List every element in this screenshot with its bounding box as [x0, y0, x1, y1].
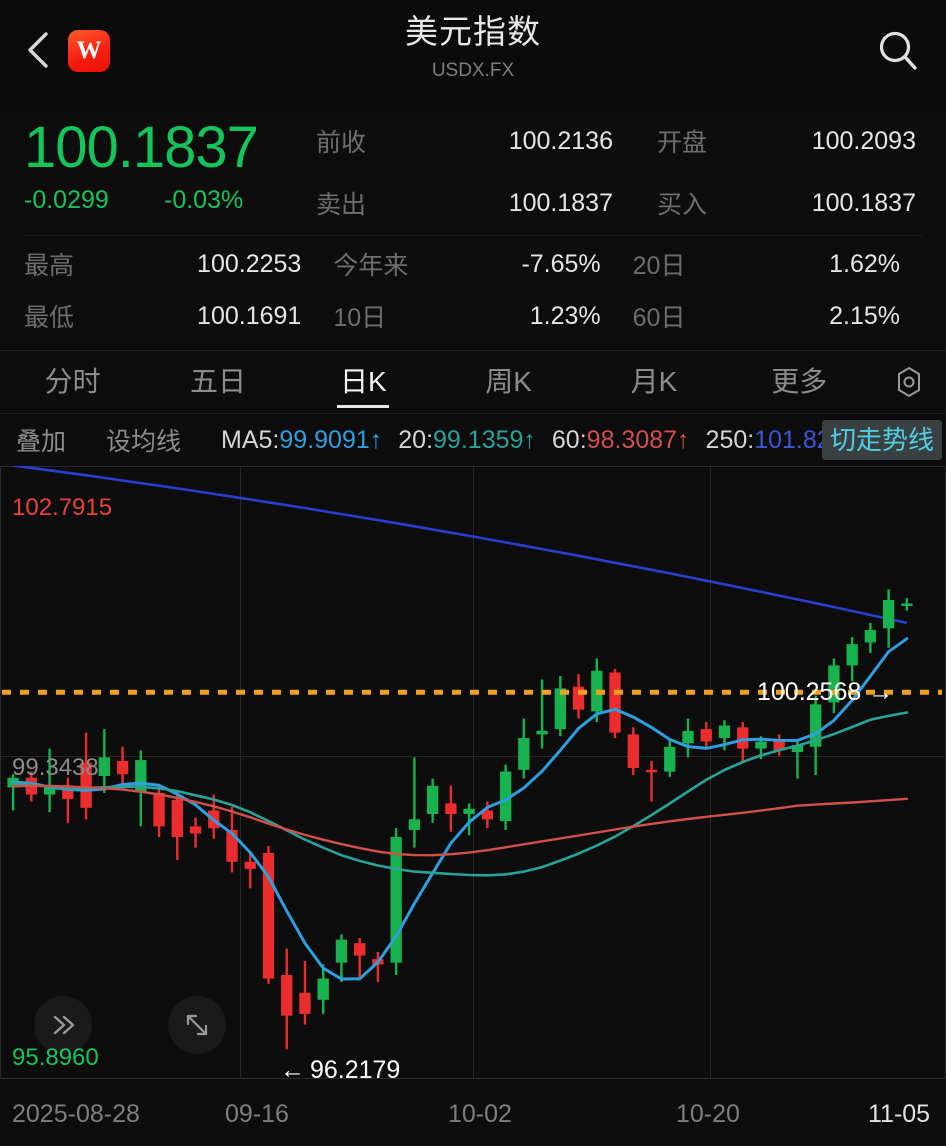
field-value: 100.2136 [508, 126, 613, 155]
min-price-value: 96.2179 [309, 1056, 401, 1084]
field-label: 卖出 [316, 191, 367, 219]
stat-ytd: 今年来 -7.65% [323, 238, 622, 290]
ma20-key: 20: [398, 425, 434, 454]
ma60-arrow: ↑ [677, 425, 690, 454]
y-axis-high-label: 102.7915 [12, 494, 113, 521]
x-tick-0: 2025-08-28 [12, 1100, 140, 1128]
tab-minute[interactable]: 分时 [44, 366, 101, 397]
field-value: 100.2093 [811, 126, 916, 155]
stat-10d: 10日 1.23% [323, 290, 622, 342]
quote-key-values: 前收 100.2136 开盘 100.2093 卖出 100.1837 买入 1… [316, 110, 922, 234]
ma5-indicator: MA5:99.9091↑ [221, 426, 382, 455]
stat-20d: 20日 1.62% [623, 238, 922, 290]
ma20-arrow: ↑ [523, 425, 536, 454]
price-change-row: -0.0299 -0.03% [24, 186, 316, 215]
app-header: W 美元指数 USDX.FX [0, 0, 946, 110]
stat-high: 最高 100.2253 [24, 238, 323, 290]
stat-label: 10日 [333, 304, 387, 332]
current-price-value: 100.2568 [757, 678, 862, 706]
chart-period-tabs: 分时 五日 日K 周K 月K 更多 [0, 350, 946, 414]
price-change-pct: -0.03% [164, 186, 244, 214]
y-axis-low-label: 95.8960 [12, 1044, 99, 1071]
title-block: 美元指数 USDX.FX [0, 10, 946, 86]
gear-icon[interactable] [872, 365, 946, 399]
ma20-indicator: 20:99.1359↑ [398, 426, 536, 455]
stat-label: 60日 [632, 304, 686, 332]
set-ma-button[interactable]: 设均线 [106, 428, 182, 456]
stat-60d: 60日 2.15% [623, 290, 922, 342]
stat-label: 最高 [24, 252, 75, 280]
ma5-arrow: ↑ [369, 425, 383, 454]
chart-canvas[interactable] [0, 466, 946, 1086]
quote-field-sell: 卖出 100.1837 [316, 172, 619, 234]
x-tick-1: 09-16 [225, 1100, 289, 1128]
tab-weekly-k[interactable]: 周K [485, 366, 532, 397]
page-title: 美元指数 [405, 13, 541, 50]
quote-stat-rows: 最高 100.2253 今年来 -7.65% 20日 1.62% 最低 100.… [24, 235, 922, 342]
ma5-key: MA5: [221, 425, 280, 454]
switch-to-trendline-button[interactable]: 切走势线 [821, 420, 942, 460]
current-price-arrow-icon: → [868, 678, 893, 706]
field-label: 前收 [316, 129, 367, 157]
quote-top: 100.1837 -0.0299 -0.03% 前收 100.2136 开盘 1… [24, 110, 922, 235]
tab-five-day[interactable]: 五日 [189, 366, 246, 397]
last-price: 100.1837 [24, 115, 259, 180]
stat-value: 100.2253 [197, 249, 302, 278]
field-label: 开盘 [657, 129, 708, 157]
y-axis-mid-label: 99.3438 [12, 754, 99, 781]
x-axis: 2025-08-28 09-16 10-02 10-20 11-05 [0, 1096, 946, 1146]
price-column: 100.1837 -0.0299 -0.03% [24, 110, 316, 215]
stat-value: 1.62% [829, 249, 900, 278]
quote-stat-row: 最低 100.1691 10日 1.23% 60日 2.15% [24, 290, 922, 342]
tab-more[interactable]: 更多 [771, 366, 828, 397]
stat-value: 100.1691 [197, 301, 302, 330]
ma60-indicator: 60:98.3087↑ [552, 426, 690, 455]
x-tick-2: 10-02 [448, 1100, 512, 1128]
quote-panel: 100.1837 -0.0299 -0.03% 前收 100.2136 开盘 1… [0, 110, 946, 350]
ma5-value: 99.9091 [279, 425, 370, 454]
stat-value: 1.23% [529, 301, 601, 330]
field-label: 买入 [657, 191, 708, 219]
stat-label: 20日 [632, 252, 686, 280]
search-icon[interactable] [876, 28, 920, 74]
fast-forward-button[interactable] [34, 996, 92, 1054]
field-value: 100.1837 [508, 188, 613, 217]
stat-label: 今年来 [333, 252, 409, 280]
quote-field-open: 开盘 100.2093 [619, 110, 922, 172]
expand-chart-button[interactable] [168, 996, 226, 1054]
indicator-row: 叠加 设均线 MA5:99.9091↑ 20:99.1359↑ 60:98.30… [0, 414, 946, 466]
ma60-value: 98.3087 [586, 425, 678, 454]
back-icon[interactable] [22, 28, 56, 72]
stat-value: 2.15% [829, 301, 900, 330]
app-logo[interactable]: W [68, 30, 110, 72]
stat-label: 最低 [24, 304, 75, 332]
tab-daily-k[interactable]: 日K [291, 350, 436, 414]
overlay-button[interactable]: 叠加 [16, 428, 67, 456]
ma60-key: 60: [551, 425, 587, 454]
current-price-marker: 100.2568 → [757, 678, 893, 707]
min-arrow-icon: ← [280, 1056, 305, 1084]
min-price-annotation: ← 96.2179 [280, 1056, 400, 1085]
ma20-value: 99.1359 [433, 425, 524, 454]
x-tick-3: 10-20 [676, 1100, 740, 1128]
quote-stat-row: 最高 100.2253 今年来 -7.65% 20日 1.62% [24, 238, 922, 290]
x-tick-4: 11-05 [868, 1100, 931, 1128]
stat-low: 最低 100.1691 [24, 290, 323, 342]
ma250-key: 250: [705, 425, 755, 454]
quote-field-buy: 买入 100.1837 [619, 172, 922, 234]
field-value: 100.1837 [811, 188, 916, 217]
candlestick-chart[interactable]: 102.7915 99.3438 95.8960 100.2568 → ← 96… [0, 466, 946, 1086]
tab-monthly-k[interactable]: 月K [630, 366, 678, 397]
price-change: -0.0299 [24, 186, 109, 214]
page-subtitle: USDX.FX [431, 60, 515, 81]
quote-field-prev-close: 前收 100.2136 [316, 110, 619, 172]
stat-value: -7.65% [521, 249, 601, 278]
